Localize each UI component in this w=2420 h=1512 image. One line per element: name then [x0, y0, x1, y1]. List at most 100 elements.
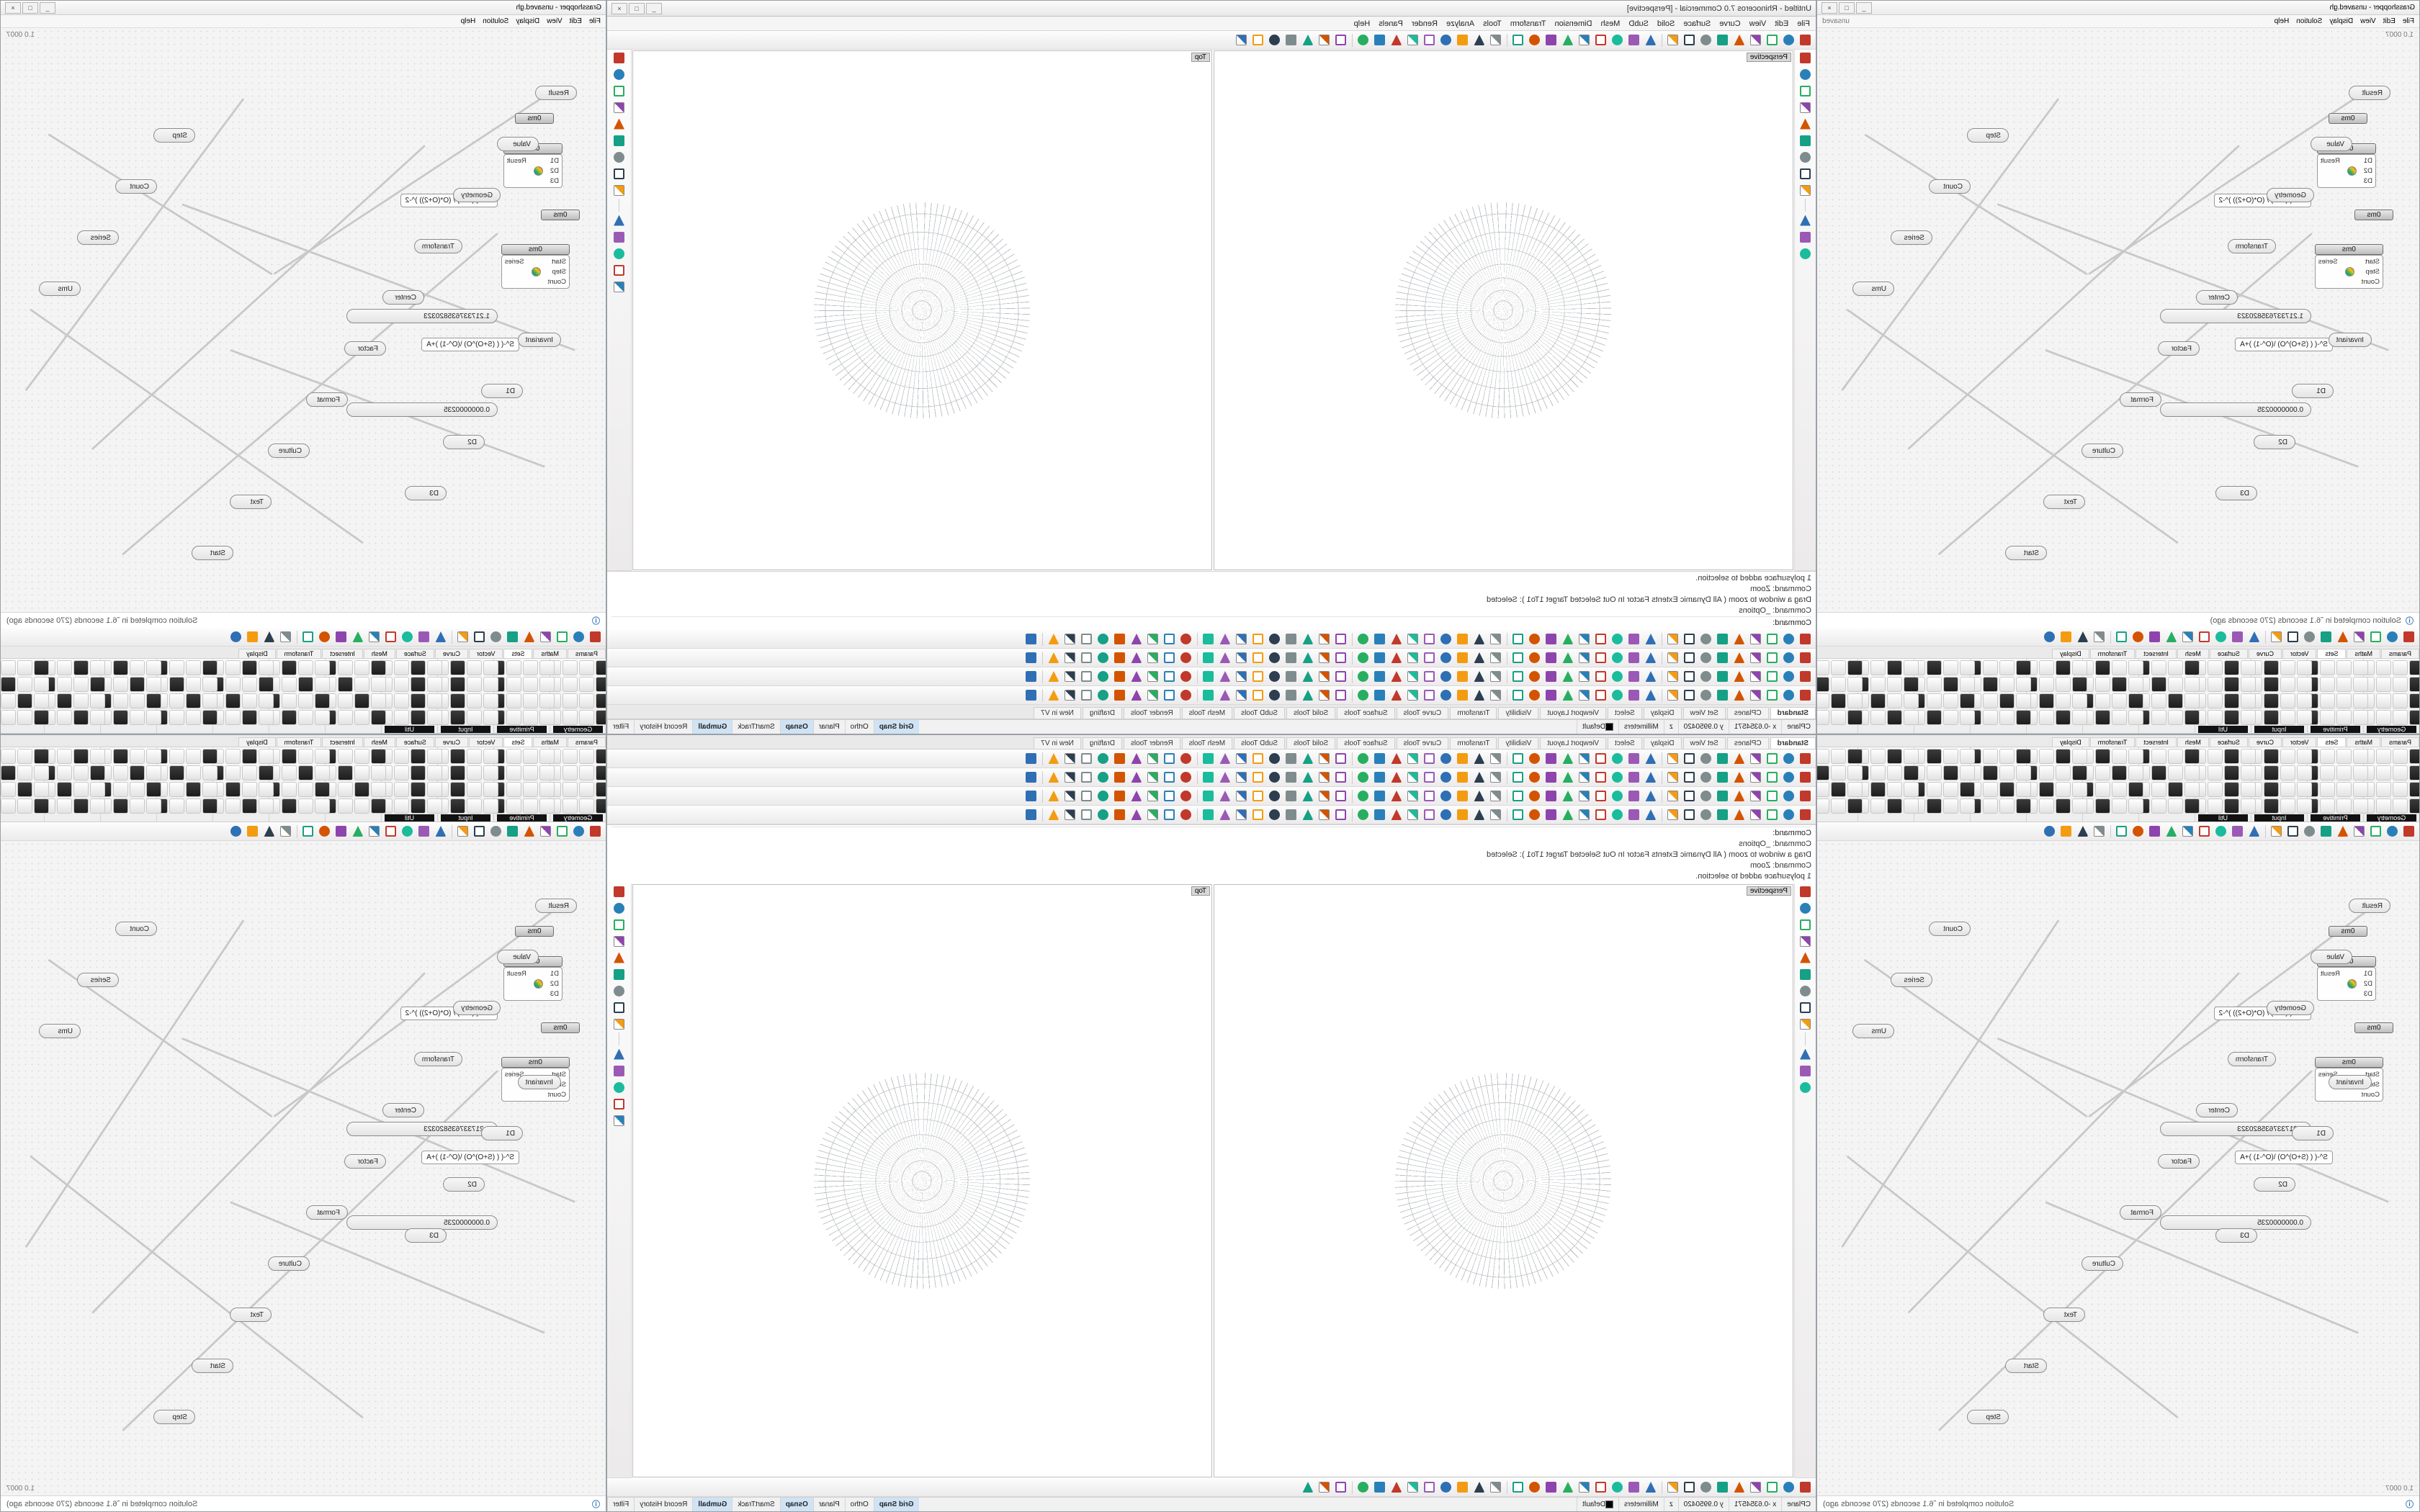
gh-component-icon-extra-5-14[interactable]	[1870, 798, 1886, 814]
rtbA1-icon-7[interactable]	[1682, 631, 1698, 647]
gh-input-port-d3[interactable]: D3	[550, 177, 559, 185]
gh-component-icon-extra-5-1[interactable]	[1887, 660, 1902, 675]
rtbB2-icon-1[interactable]	[1781, 770, 1797, 786]
gh-component-icon-extra-4-13[interactable]	[1943, 710, 1958, 725]
gh-component-icon-extra-2-9[interactable]	[242, 782, 257, 797]
gh-output-port-result[interactable]: Result	[506, 157, 526, 165]
gh-input-port-d1[interactable]: D1	[2363, 970, 2372, 978]
gh-component-icon-extra-3-13[interactable]	[186, 798, 201, 814]
gh-component-icon-extra-2-4[interactable]	[2072, 765, 2087, 780]
gh-tab-vector[interactable]: Vector	[2282, 737, 2317, 747]
rhino-tab-solid-tools[interactable]: Solid Tools	[1286, 737, 1336, 749]
gh-menu-display-tr[interactable]: Display	[516, 17, 540, 25]
rtbA2-icon-21[interactable]	[1438, 751, 1454, 767]
rtbC1-icon-20[interactable]	[1455, 669, 1471, 685]
tb2-gh-icon-15[interactable]	[333, 629, 349, 645]
rtbD2-icon-5[interactable]	[1715, 807, 1731, 823]
gh-component-icon-util-10[interactable]	[394, 693, 409, 708]
gh-component-icon-extra-3-6[interactable]	[1983, 677, 1998, 692]
rtbD2-icon-33[interactable]	[1234, 807, 1250, 823]
rtbC2-icon-26[interactable]	[1355, 788, 1371, 804]
gh-param-capsule[interactable]: Format	[2120, 392, 2161, 407]
gh-param-capsule[interactable]: Text	[2043, 1308, 2085, 1322]
gh-component-icon-input-1[interactable]	[467, 660, 482, 675]
tb2-gh-icon-3[interactable]	[538, 629, 554, 645]
gh-component-icon-extra-5-12[interactable]	[1904, 798, 1919, 814]
gh-param-capsule[interactable]: D3	[2215, 1228, 2257, 1243]
gh-component-icon-extra-1-9[interactable]	[2112, 693, 2127, 708]
rtbC1-icon-31[interactable]	[1267, 669, 1283, 685]
gh-component-icon-primitive-1[interactable]	[2336, 749, 2352, 764]
rtbD1-icon-6[interactable]	[1698, 688, 1714, 703]
gh-component-icon-geometry-5[interactable]	[579, 765, 594, 780]
gh-component-icon-extra-4-2[interactable]	[1927, 749, 1942, 764]
rtbB2-icon-19[interactable]	[1471, 770, 1487, 786]
gh-timer-bar[interactable]: 0ms	[2354, 1022, 2393, 1033]
gh-param-capsule[interactable]: Transform	[413, 1052, 462, 1066]
rhino-toolbar-row-a-bottom[interactable]	[607, 750, 1816, 768]
rosnap-icon-13[interactable]	[1577, 1480, 1592, 1495]
gh-component-icon-extra-0-5[interactable]	[2168, 765, 2183, 780]
gh-tab-display[interactable]: Display	[2052, 737, 2089, 747]
gh-param-capsule[interactable]: Value	[2311, 137, 2352, 151]
gh-component-icon-extra-0-4[interactable]	[2184, 677, 2200, 692]
gh-component-icon-util-0[interactable]	[427, 749, 442, 764]
rhino-tab-curve-tools[interactable]: Curve Tools	[1396, 707, 1449, 719]
rtbB2-icon-25[interactable]	[1372, 770, 1388, 786]
gh-menu-display[interactable]: Display	[2329, 17, 2354, 25]
gh-component-icon-extra-4-4[interactable]	[1960, 677, 1975, 692]
rosnap-icon-1[interactable]	[1781, 1480, 1797, 1495]
gh-tab-sets[interactable]: Sets	[2317, 737, 2347, 747]
gh-param-capsule[interactable]: Series	[77, 973, 119, 987]
gh-component-icon-extra-6-6[interactable]	[1817, 765, 1829, 780]
gh-component-icon-extra-0-12[interactable]	[2184, 710, 2200, 725]
gh-component-icon-extra-3-2[interactable]	[169, 749, 184, 764]
gh-component-icon-extra-1-6[interactable]	[282, 765, 297, 780]
rtbR2-icon-9[interactable]	[611, 1046, 627, 1062]
gh-timer-bar[interactable]: 0ms	[541, 210, 580, 220]
gh-component-icon-input-13[interactable]	[2280, 798, 2295, 814]
gh-component-icon-util-4[interactable]	[427, 765, 442, 780]
rtbB2-icon-16[interactable]	[1527, 770, 1543, 786]
rtbB2-icon-21[interactable]	[1438, 770, 1454, 786]
gh-component-icon-extra-4-5[interactable]	[130, 677, 145, 692]
gh-component-icon-input-2[interactable]	[2264, 660, 2279, 675]
gh-component-icon-extra-6-5[interactable]	[1831, 765, 1846, 780]
gh-component-icon-extra-4-0[interactable]	[1960, 660, 1975, 675]
gh-component-icon-extra-5-6[interactable]	[1870, 677, 1886, 692]
gh-component-icon-extra-1-10[interactable]	[2095, 693, 2110, 708]
rtbB2-icon-27[interactable]	[1333, 770, 1349, 786]
gh-component-icon-extra-2-4[interactable]	[2072, 677, 2087, 692]
tb3-gh-icon-5[interactable]	[2318, 824, 2334, 840]
rtbD1-icon-5[interactable]	[1715, 688, 1731, 703]
rhino-tab-select[interactable]: Select	[1607, 707, 1642, 719]
gh-component-icon-extra-3-1[interactable]	[1999, 749, 2015, 764]
rtbR1-icon-8[interactable]	[611, 182, 627, 198]
gh-timer-bar[interactable]: 0ms	[2329, 926, 2367, 937]
rtbA1-icon-16[interactable]	[1527, 631, 1543, 647]
gh-param-capsule[interactable]: Invariant	[517, 333, 561, 347]
rhino-menu-render[interactable]: Render	[1411, 19, 1438, 28]
rtbD1-icon-43[interactable]	[1062, 688, 1078, 703]
rtbB2-icon-7[interactable]	[1682, 770, 1698, 786]
gh-component-icon-extra-4-14[interactable]	[113, 710, 128, 725]
rtbA2-icon-29[interactable]	[1300, 751, 1316, 767]
rtbL2-icon-0[interactable]	[1798, 883, 1814, 899]
rtbB2-icon-6[interactable]	[1698, 770, 1714, 786]
gh-component-icon-extra-2-1[interactable]	[242, 660, 257, 675]
gh-component-icon-util-0[interactable]	[427, 660, 442, 675]
gh-component-icon-extra-6-9[interactable]	[17, 693, 32, 708]
gh-component-icon-primitive-6[interactable]	[2320, 677, 2335, 692]
gh-component-icon-extra-6-6[interactable]	[1, 677, 16, 692]
gh-component-icon-extra-6-2[interactable]	[1, 660, 16, 675]
gh-input-port-start[interactable]: Start	[551, 258, 566, 266]
rhino-menu-subd[interactable]: SubD	[1628, 19, 1649, 28]
gh-component-icon-extra-4-8[interactable]	[146, 693, 161, 708]
rosnap-icon-19[interactable]	[1471, 1480, 1487, 1495]
gh-param-capsule[interactable]: Start	[192, 1359, 233, 1373]
gh-component-icon-input-2[interactable]	[2264, 749, 2279, 764]
gh-input-port-d1[interactable]: D1	[550, 157, 559, 165]
rtbC2-icon-27[interactable]	[1333, 788, 1349, 804]
rtbC1-icon-13[interactable]	[1577, 669, 1592, 685]
